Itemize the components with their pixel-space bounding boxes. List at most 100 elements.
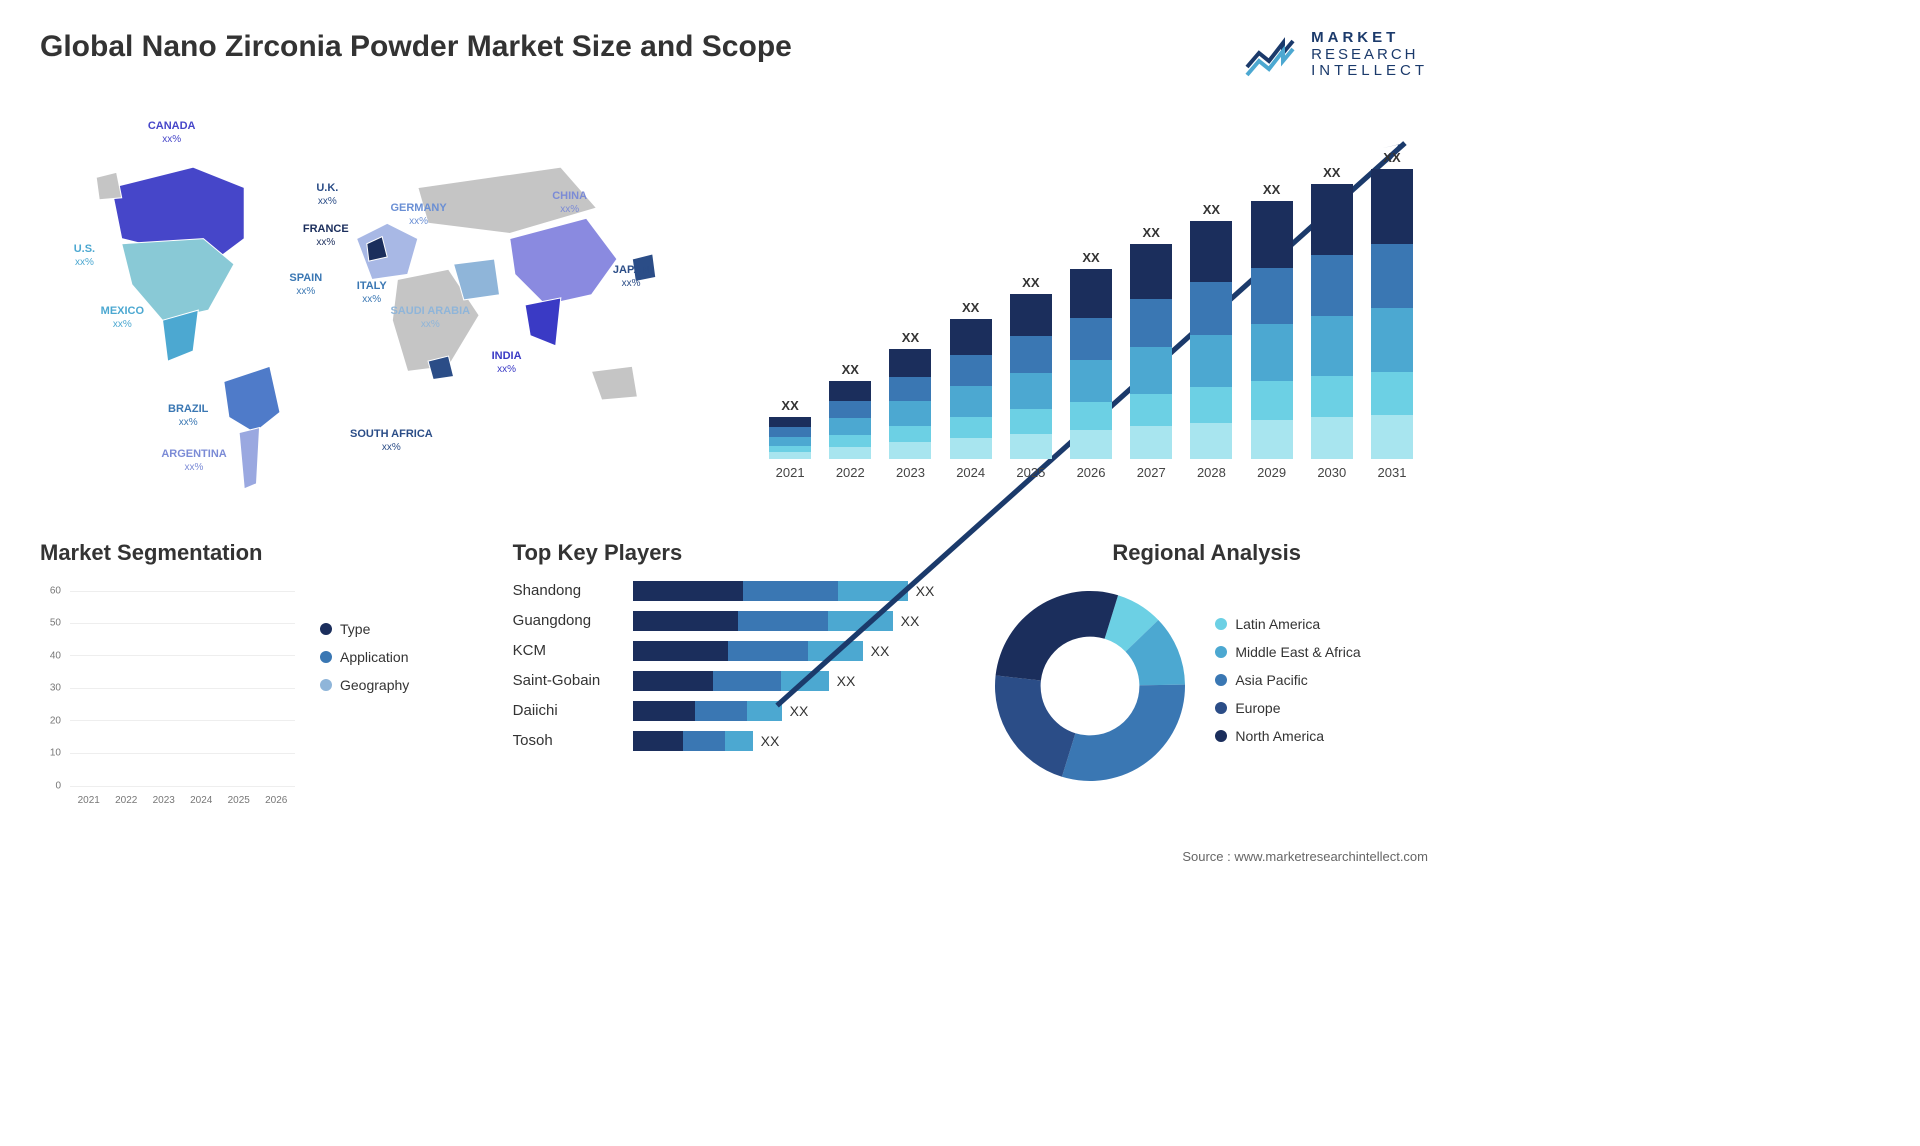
key-player-row: KCMXX [513,641,956,661]
legend-item: Middle East & Africa [1215,644,1360,660]
bar-segment [1311,255,1353,316]
x-tick-label: 2025 [220,795,258,806]
x-tick-label: 2023 [145,795,183,806]
bar-segment [769,417,811,428]
key-player-bar-segment [738,611,828,631]
bar-value-label: XX [1082,250,1099,265]
logo-line1: MARKET [1311,30,1428,47]
key-player-value: XX [761,733,780,749]
legend-label: Geography [340,677,409,693]
map-label: INDIAxx% [492,350,522,376]
legend-item: North America [1215,728,1360,744]
bar-segment [1251,381,1293,420]
x-tick-label: 2026 [258,795,296,806]
bar-value-label: XX [1263,182,1280,197]
key-player-name: Saint-Gobain [513,672,633,689]
bar-segment [1190,423,1232,459]
regional-donut-chart [985,581,1195,791]
regional-panel: Regional Analysis Latin America Middle Ea… [985,540,1428,830]
key-player-bar-segment [725,731,753,751]
bar-stack [950,319,992,459]
bar-stack [1251,201,1293,459]
key-player-value: XX [790,703,809,719]
donut-slice [995,675,1075,776]
bar-segment [829,418,871,435]
key-player-value: XX [916,583,935,599]
regional-title: Regional Analysis [985,540,1428,566]
bar-year-label: 2022 [836,465,865,480]
y-tick-label: 20 [50,715,61,726]
key-player-bar-segment [728,641,808,661]
bar-segment [1010,373,1052,409]
legend-label: North America [1235,728,1324,744]
bar-segment [1311,184,1353,256]
bar-segment [1311,316,1353,377]
bar-year-label: 2028 [1197,465,1226,480]
map-label: U.S.xx% [74,243,95,269]
key-player-row: ShandongXX [513,581,956,601]
forecast-bar-column: XX2022 [824,362,876,480]
x-tick-label: 2021 [70,795,108,806]
bar-segment [769,452,811,458]
map-region [224,366,280,432]
bar-segment [1010,294,1052,337]
bar-segment [1190,335,1232,387]
map-region [525,297,561,345]
legend-item: Europe [1215,700,1360,716]
bar-segment [950,355,992,386]
forecast-bar-column: XX2031 [1366,150,1418,480]
key-player-bar-segment [743,581,838,601]
map-label: ITALYxx% [357,280,387,306]
bar-segment [950,386,992,417]
x-tick-label: 2022 [108,795,146,806]
bar-segment [889,426,931,443]
key-player-row: GuangdongXX [513,611,956,631]
key-player-bar-segment [828,611,893,631]
y-tick-label: 60 [50,585,61,596]
key-player-bar [633,731,753,751]
key-players-title: Top Key Players [513,540,956,566]
forecast-bar-column: XX2029 [1246,182,1298,480]
bar-year-label: 2025 [1016,465,1045,480]
segmentation-legend: TypeApplicationGeography [320,621,409,811]
bar-segment [1070,360,1112,402]
key-player-bar-segment [633,671,713,691]
map-label: JAPANxx% [613,264,649,290]
legend-swatch [320,651,332,663]
bar-year-label: 2023 [896,465,925,480]
bar-year-label: 2024 [956,465,985,480]
map-label: ARGENTINAxx% [161,448,226,474]
legend-swatch [320,679,332,691]
bar-segment [1070,430,1112,459]
key-player-name: Guangdong [513,612,633,629]
logo-icon [1245,33,1301,77]
brand-logo: MARKET RESEARCH INTELLECT [1245,30,1428,80]
bar-segment [829,401,871,418]
key-player-bar [633,641,863,661]
bar-segment [1251,324,1293,381]
segmentation-panel: Market Segmentation 0102030405060 202120… [40,540,483,830]
key-player-bar-segment [633,701,695,721]
map-label: BRAZILxx% [168,403,208,429]
legend-swatch [1215,702,1227,714]
key-player-bar-segment [781,671,829,691]
legend-label: Asia Pacific [1235,672,1307,688]
key-player-bar-segment [838,581,908,601]
bar-stack [829,381,871,459]
map-label: SOUTH AFRICAxx% [350,428,433,454]
y-tick-label: 30 [50,683,61,694]
bar-segment [1311,376,1353,417]
key-player-bar-segment [808,641,863,661]
y-tick-label: 0 [55,780,61,791]
legend-swatch [1215,674,1227,686]
legend-item: Latin America [1215,616,1360,632]
legend-swatch [1215,730,1227,742]
bar-segment [1070,269,1112,318]
y-tick-label: 40 [50,650,61,661]
legend-label: Type [340,621,370,637]
y-tick-label: 10 [50,748,61,759]
forecast-bar-column: XX2028 [1185,202,1237,480]
key-player-bar-segment [633,731,683,751]
legend-item: Geography [320,677,409,693]
map-label: GERMANYxx% [390,202,446,228]
